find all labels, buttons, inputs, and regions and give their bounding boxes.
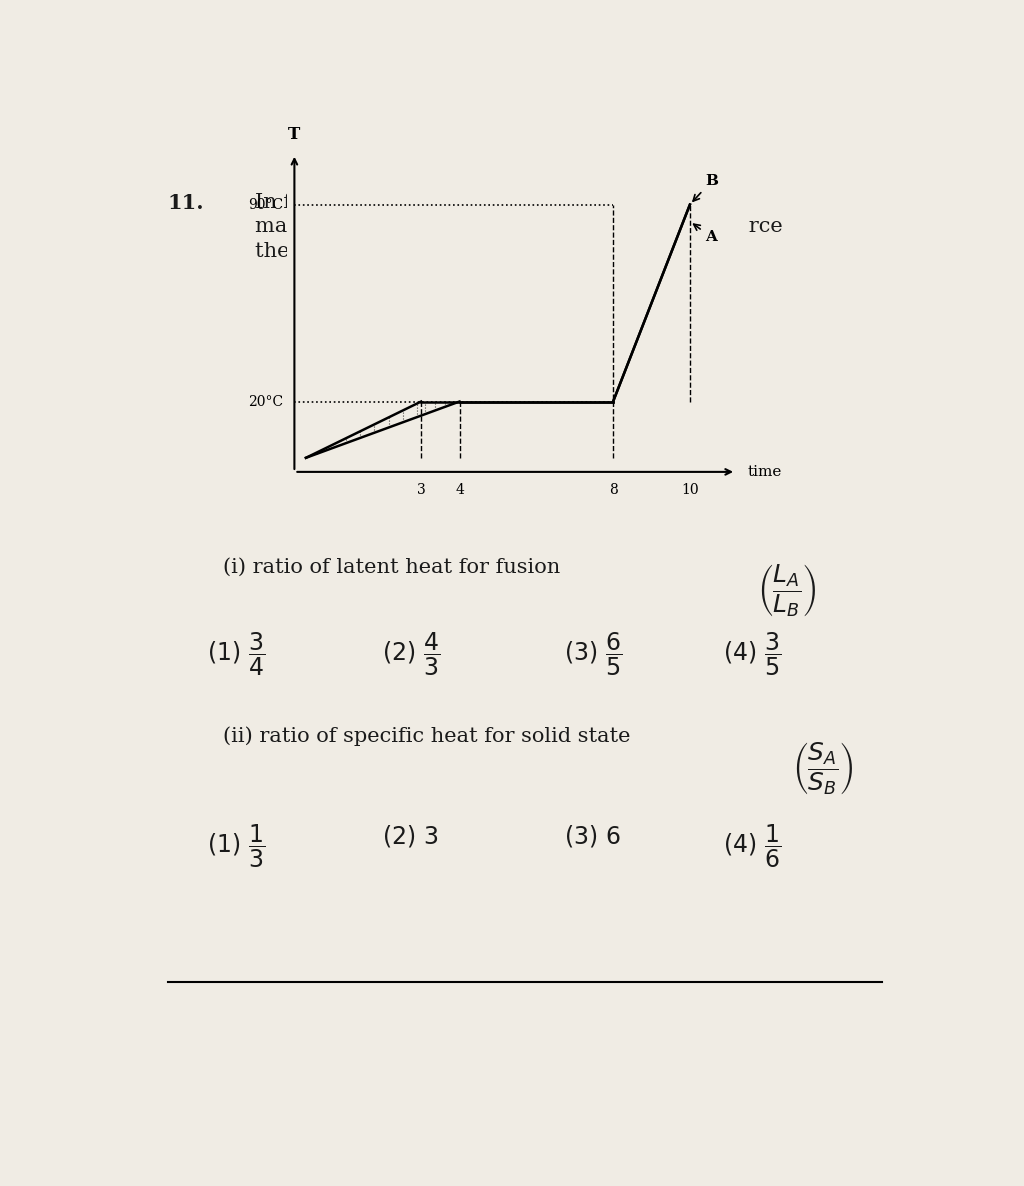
Text: T: T (289, 126, 300, 142)
Text: $(2)\ \dfrac{4}{3}$: $(2)\ \dfrac{4}{3}$ (382, 631, 440, 678)
Text: 20°C: 20°C (248, 395, 283, 408)
Text: 8: 8 (608, 483, 617, 497)
Text: $(3)\ \dfrac{6}{5}$: $(3)\ \dfrac{6}{5}$ (564, 631, 623, 678)
Text: B: B (693, 174, 718, 202)
Text: 90°C: 90°C (248, 198, 283, 211)
Text: then find: then find (255, 242, 351, 261)
Text: (i) ratio of latent heat for fusion: (i) ratio of latent heat for fusion (223, 557, 560, 576)
Text: $(1)\ \dfrac{1}{3}$: $(1)\ \dfrac{1}{3}$ (207, 823, 265, 871)
Text: $(2)\ 3$: $(2)\ 3$ (382, 823, 438, 849)
Text: 10: 10 (681, 483, 698, 497)
Text: A: A (693, 224, 717, 244)
Text: 11.: 11. (168, 192, 205, 212)
Text: $(4)\ \dfrac{1}{6}$: $(4)\ \dfrac{1}{6}$ (723, 823, 781, 871)
Text: $(1)\ \dfrac{3}{4}$: $(1)\ \dfrac{3}{4}$ (207, 631, 265, 678)
Text: In figure given two solids A and B of same: In figure given two solids A and B of sa… (255, 192, 702, 211)
Text: time: time (748, 465, 782, 479)
Text: $\left(\dfrac{S_A}{S_B}\right)$: $\left(\dfrac{S_A}{S_B}\right)$ (792, 740, 853, 797)
Text: (ii) ratio of specific heat for solid state: (ii) ratio of specific heat for solid st… (223, 727, 631, 746)
Text: 4: 4 (455, 483, 464, 497)
Text: $\left(\dfrac{L_A}{L_B}\right)$: $\left(\dfrac{L_A}{L_B}\right)$ (757, 562, 816, 619)
Text: $(4)\ \dfrac{3}{5}$: $(4)\ \dfrac{3}{5}$ (723, 631, 781, 678)
Text: (1) 40        (2) 80        (3) 100      (4) 20: (1) 40 (2) 80 (3) 100 (4) 20 (319, 165, 730, 184)
Text: mass  are heated at constant rate by same source: mass are heated at constant rate by same… (255, 217, 782, 236)
Text: 3: 3 (417, 483, 426, 497)
Text: $(3)\ 6$: $(3)\ 6$ (564, 823, 622, 849)
